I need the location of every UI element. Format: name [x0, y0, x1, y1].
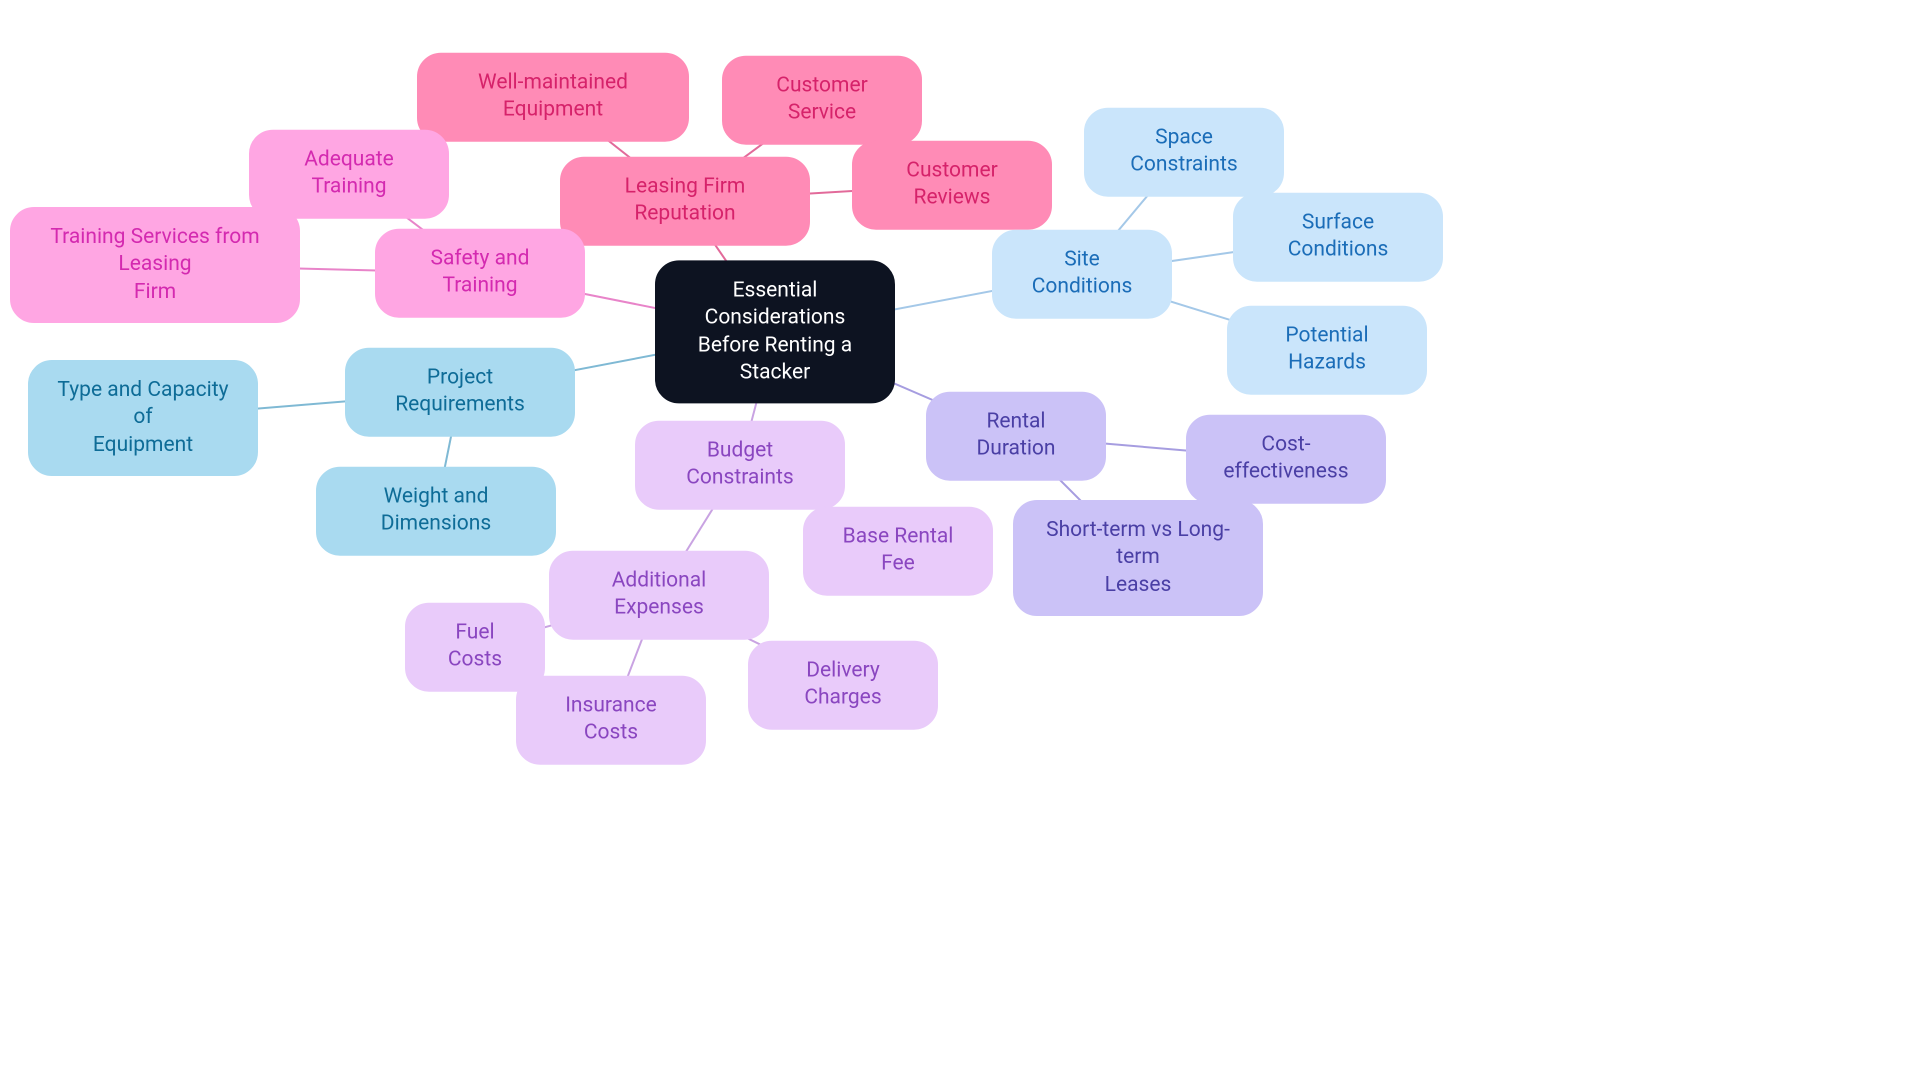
node-basefee: Base Rental Fee [803, 507, 993, 596]
node-project: Project Requirements [345, 348, 575, 437]
node-addexp: Additional Expenses [549, 551, 769, 640]
node-delivery: Delivery Charges [748, 641, 938, 730]
node-equipment: Well-maintained Equipment [417, 53, 689, 142]
node-custserv: Customer Service [722, 56, 922, 145]
node-trainserv: Training Services from Leasing Firm [10, 207, 300, 323]
node-leasing: Leasing Firm Reputation [560, 157, 810, 246]
node-typecap: Type and Capacity of Equipment [28, 360, 258, 476]
node-site: Site Conditions [992, 230, 1172, 319]
node-leases: Short-term vs Long-term Leases [1013, 500, 1263, 616]
node-fuel: Fuel Costs [405, 603, 545, 692]
node-duration: Rental Duration [926, 392, 1106, 481]
node-insurance: Insurance Costs [516, 676, 706, 765]
node-costeff: Cost-effectiveness [1186, 415, 1386, 504]
node-weight: Weight and Dimensions [316, 467, 556, 556]
node-reviews: Customer Reviews [852, 141, 1052, 230]
mindmap-canvas: Essential Considerations Before Renting … [0, 0, 1920, 1083]
node-hazards: Potential Hazards [1227, 306, 1427, 395]
node-root: Essential Considerations Before Renting … [655, 260, 895, 403]
node-safety: Safety and Training [375, 229, 585, 318]
node-training: Adequate Training [249, 130, 449, 219]
node-surface: Surface Conditions [1233, 193, 1443, 282]
node-space: Space Constraints [1084, 108, 1284, 197]
node-budget: Budget Constraints [635, 421, 845, 510]
